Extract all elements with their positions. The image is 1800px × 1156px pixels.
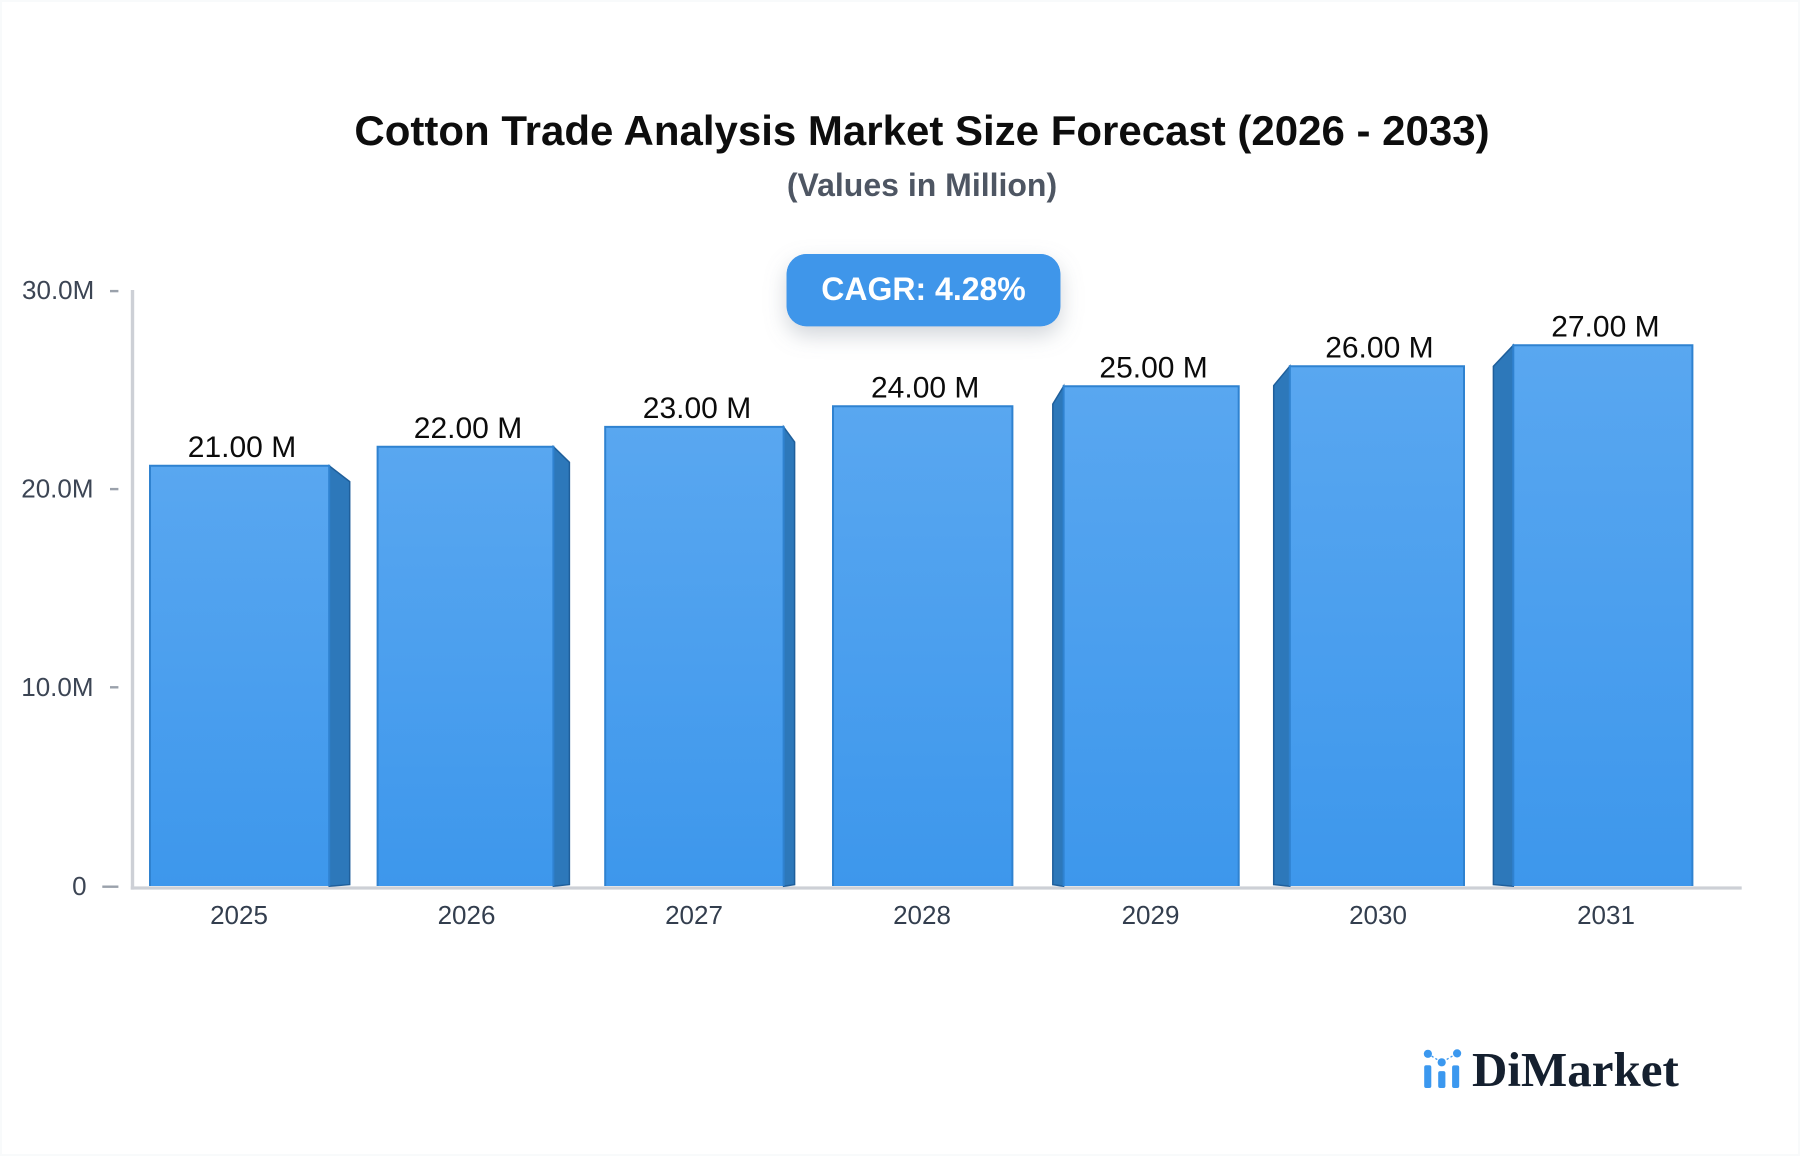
- svg-text:(Values in Million): (Values in Million): [787, 167, 1057, 203]
- svg-text:24.00 M: 24.00 M: [871, 371, 979, 404]
- svg-text:0: 0: [72, 871, 86, 901]
- svg-text:DiMarket: DiMarket: [1472, 1042, 1679, 1097]
- svg-text:23.00 M: 23.00 M: [643, 392, 751, 425]
- svg-text:27.00 M: 27.00 M: [1551, 311, 1659, 344]
- svg-text:2030: 2030: [1349, 900, 1407, 930]
- svg-text:25.00 M: 25.00 M: [1099, 351, 1207, 384]
- svg-text:30.0M: 30.0M: [22, 275, 94, 305]
- svg-text:CAGR: 4.28%: CAGR: 4.28%: [821, 271, 1026, 307]
- svg-text:Cotton Trade Analysis Market S: Cotton Trade Analysis Market Size Foreca…: [354, 107, 1489, 154]
- svg-text:2031: 2031: [1577, 900, 1635, 930]
- svg-text:2025: 2025: [210, 900, 268, 930]
- svg-text:21.00 M: 21.00 M: [188, 431, 296, 464]
- svg-text:22.00 M: 22.00 M: [414, 412, 522, 445]
- svg-text:2026: 2026: [438, 900, 496, 930]
- svg-text:20.0M: 20.0M: [21, 473, 93, 503]
- svg-text:2029: 2029: [1122, 900, 1180, 930]
- svg-text:26.00 M: 26.00 M: [1325, 331, 1433, 364]
- svg-text:2027: 2027: [665, 900, 723, 930]
- svg-text:10.0M: 10.0M: [21, 672, 93, 702]
- svg-text:2028: 2028: [893, 900, 951, 930]
